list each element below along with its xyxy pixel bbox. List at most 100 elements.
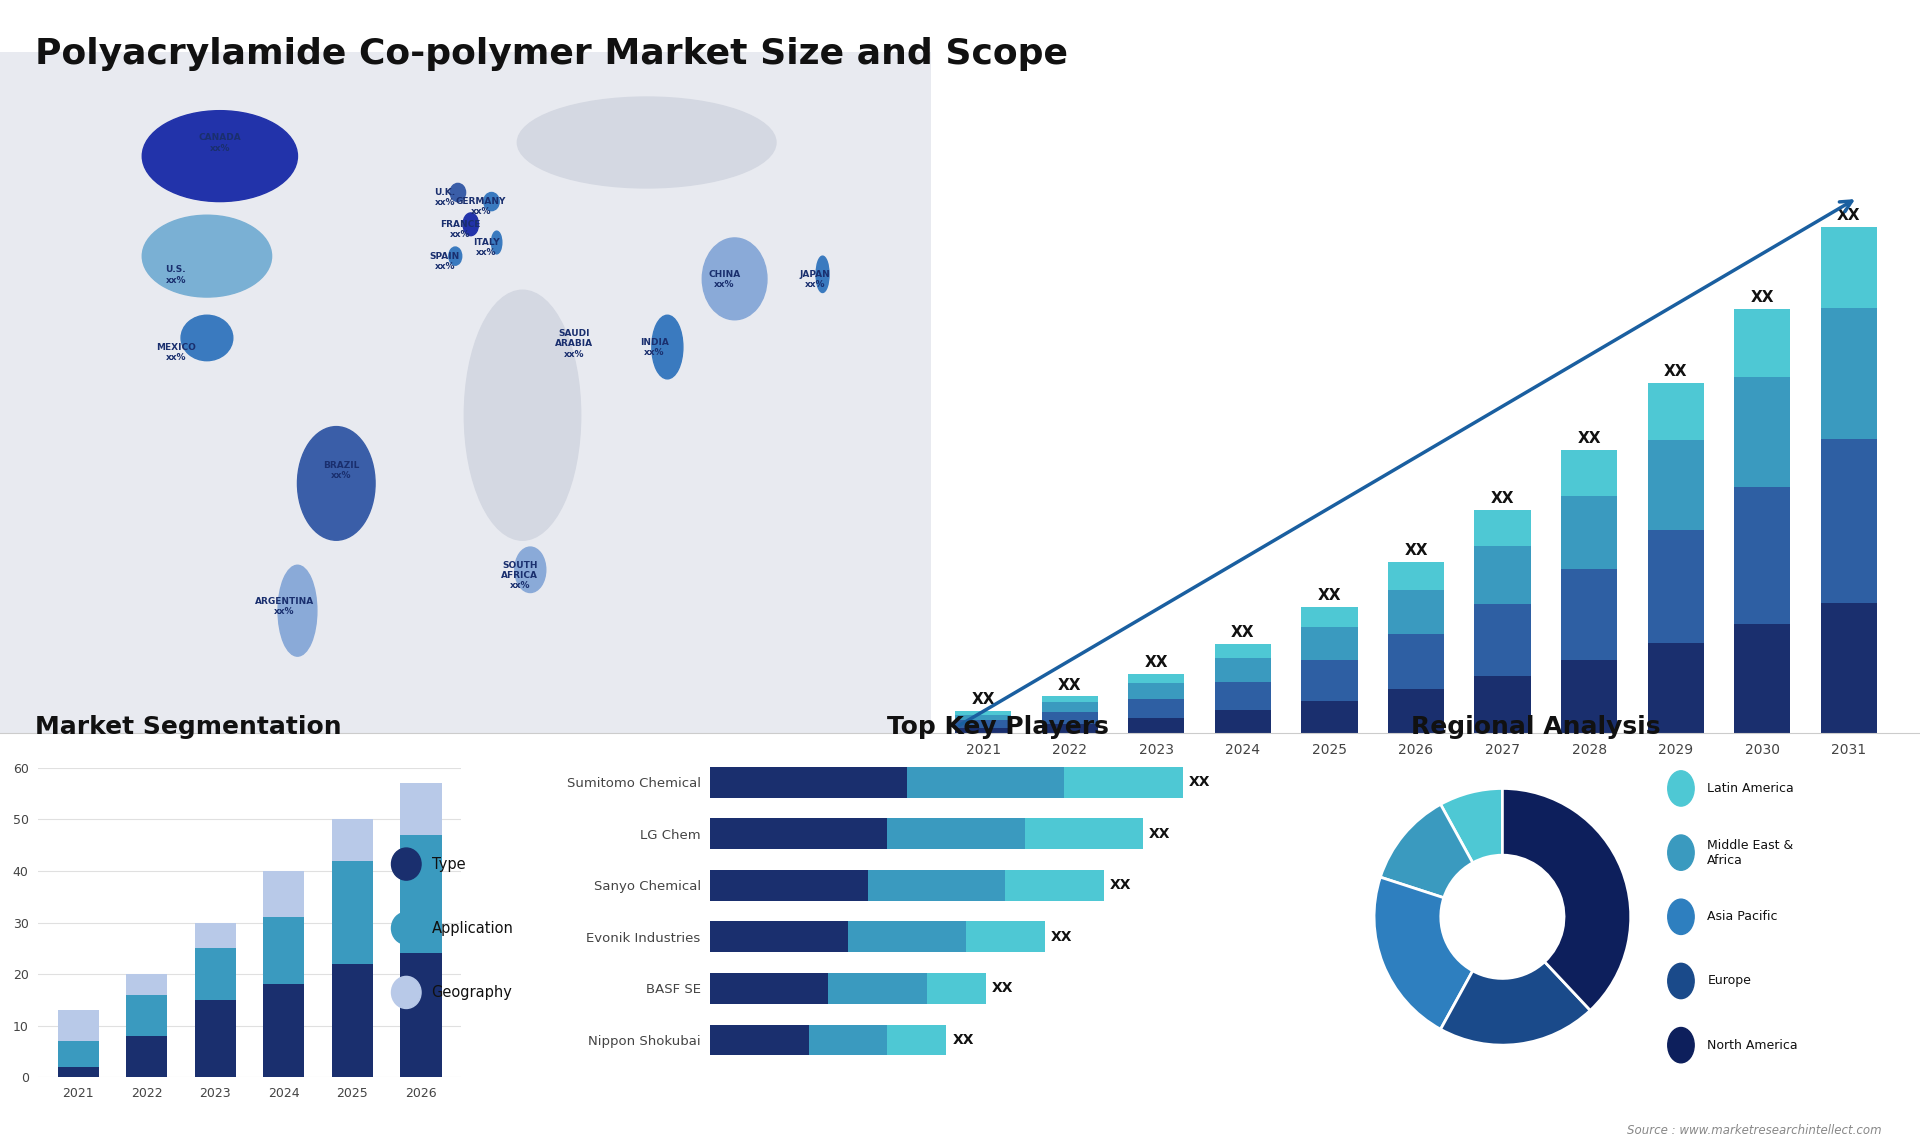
- Ellipse shape: [142, 111, 298, 202]
- Text: BRAZIL
xx%: BRAZIL xx%: [323, 461, 359, 480]
- Ellipse shape: [465, 290, 580, 540]
- Bar: [1734, 487, 1791, 623]
- Bar: [1215, 644, 1271, 659]
- Text: U.S.
xx%: U.S. xx%: [165, 265, 186, 284]
- Bar: [332, 861, 372, 964]
- Bar: [332, 819, 372, 861]
- Wedge shape: [1440, 961, 1590, 1045]
- Bar: [1041, 712, 1098, 724]
- Bar: [710, 973, 828, 1004]
- Text: SOUTH
AFRICA
xx%: SOUTH AFRICA xx%: [501, 560, 538, 590]
- Text: INDIA
xx%: INDIA xx%: [639, 338, 668, 358]
- Bar: [1561, 660, 1617, 733]
- Bar: [1561, 568, 1617, 660]
- Bar: [1820, 308, 1878, 439]
- Bar: [58, 1067, 98, 1077]
- Bar: [194, 923, 236, 949]
- Text: XX: XX: [1050, 929, 1071, 944]
- Wedge shape: [1380, 804, 1473, 897]
- Bar: [868, 870, 1006, 901]
- Text: XX: XX: [1404, 543, 1428, 558]
- Bar: [1734, 308, 1791, 377]
- Ellipse shape: [180, 315, 232, 361]
- Text: XX: XX: [1751, 290, 1774, 305]
- Text: XX: XX: [1144, 656, 1167, 670]
- Bar: [1129, 674, 1185, 683]
- Ellipse shape: [492, 231, 501, 254]
- Bar: [263, 984, 305, 1077]
- Bar: [927, 973, 985, 1004]
- Bar: [263, 871, 305, 917]
- Text: XX: XX: [1058, 677, 1081, 692]
- Bar: [887, 818, 1025, 849]
- Bar: [1064, 767, 1183, 798]
- Bar: [954, 728, 1012, 733]
- Bar: [1647, 643, 1703, 733]
- Text: U.K.
xx%: U.K. xx%: [434, 188, 455, 207]
- Bar: [1129, 683, 1185, 699]
- Bar: [1041, 702, 1098, 712]
- Bar: [1302, 660, 1357, 700]
- Bar: [1561, 450, 1617, 496]
- Circle shape: [1668, 900, 1693, 934]
- Bar: [58, 1011, 98, 1041]
- Ellipse shape: [816, 256, 829, 292]
- Bar: [1041, 697, 1098, 702]
- Bar: [1647, 440, 1703, 529]
- Bar: [1820, 603, 1878, 733]
- Bar: [1215, 659, 1271, 682]
- Text: Source : www.marketresearchintellect.com: Source : www.marketresearchintellect.com: [1626, 1124, 1882, 1137]
- Text: Market Segmentation: Market Segmentation: [35, 715, 342, 739]
- Text: Latin America: Latin America: [1707, 782, 1793, 795]
- Bar: [849, 921, 966, 952]
- Circle shape: [1668, 964, 1693, 998]
- Ellipse shape: [278, 565, 317, 657]
- Bar: [710, 818, 887, 849]
- Bar: [1388, 689, 1444, 733]
- Text: Regional Analysis: Regional Analysis: [1411, 715, 1661, 739]
- Bar: [954, 721, 1012, 728]
- Circle shape: [392, 848, 420, 880]
- Bar: [1302, 627, 1357, 660]
- Circle shape: [1668, 1028, 1693, 1062]
- Wedge shape: [1375, 877, 1473, 1029]
- Text: SAUDI
ARABIA
xx%: SAUDI ARABIA xx%: [555, 329, 593, 359]
- Ellipse shape: [651, 315, 684, 379]
- Text: Asia Pacific: Asia Pacific: [1707, 910, 1778, 924]
- Bar: [710, 870, 868, 901]
- Bar: [1388, 590, 1444, 634]
- Circle shape: [392, 976, 420, 1008]
- Bar: [1734, 623, 1791, 733]
- Text: XX: XX: [1317, 588, 1342, 603]
- Circle shape: [1668, 771, 1693, 806]
- Ellipse shape: [703, 238, 766, 320]
- Bar: [1388, 562, 1444, 590]
- Wedge shape: [1440, 788, 1501, 863]
- Bar: [954, 715, 1012, 721]
- Bar: [1129, 699, 1185, 719]
- Bar: [1129, 719, 1185, 733]
- Text: XX: XX: [1231, 625, 1254, 641]
- Ellipse shape: [484, 193, 499, 211]
- Text: Europe: Europe: [1707, 974, 1751, 988]
- Text: XX: XX: [972, 692, 995, 707]
- Bar: [1302, 700, 1357, 733]
- Text: Application: Application: [432, 920, 513, 936]
- Ellipse shape: [449, 183, 465, 202]
- Bar: [887, 1025, 947, 1055]
- Bar: [127, 1036, 167, 1077]
- Text: XX: XX: [1837, 207, 1860, 222]
- Bar: [1025, 818, 1142, 849]
- Bar: [58, 1041, 98, 1067]
- Wedge shape: [1503, 788, 1630, 1011]
- Bar: [710, 921, 849, 952]
- Bar: [1475, 545, 1530, 604]
- Text: CANADA
xx%: CANADA xx%: [198, 133, 242, 152]
- Bar: [906, 767, 1064, 798]
- Ellipse shape: [298, 426, 374, 540]
- Bar: [1388, 634, 1444, 689]
- Bar: [1006, 870, 1104, 901]
- Ellipse shape: [142, 215, 271, 297]
- Text: XX: XX: [1490, 490, 1515, 507]
- Text: XX: XX: [1188, 775, 1210, 790]
